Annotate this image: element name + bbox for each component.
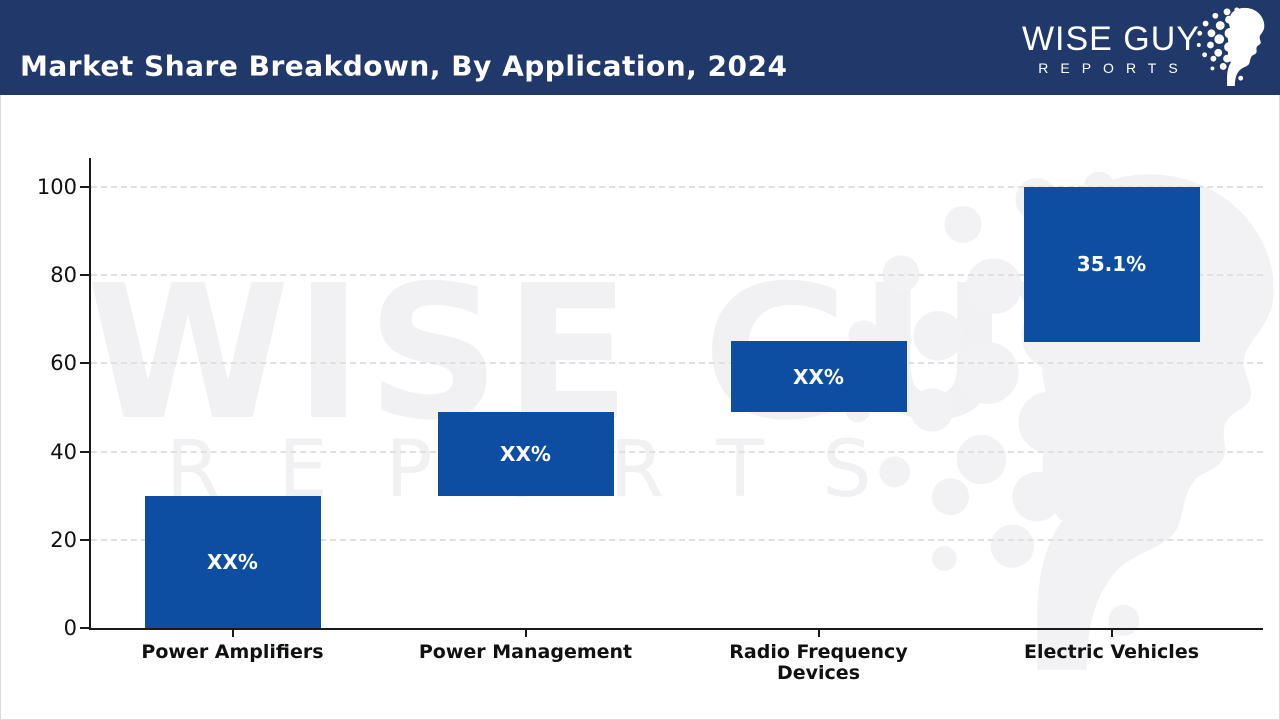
x-tick-mark-electric-vehicles bbox=[1110, 628, 1113, 637]
y-tick-label-40: 40 bbox=[50, 439, 77, 464]
page-title: Market Share Breakdown, By Application, … bbox=[20, 49, 788, 83]
x-label-power-amplifiers: Power Amplifiers bbox=[93, 642, 373, 663]
x-label-line: Devices bbox=[776, 662, 860, 684]
logo-text: WISE GUY REPORTS bbox=[1022, 21, 1200, 76]
header: Market Share Breakdown, By Application, … bbox=[0, 0, 1280, 95]
x-label-line: Power Amplifiers bbox=[141, 641, 324, 663]
y-tick-mark-20 bbox=[80, 538, 89, 541]
bar-power-management: XX% bbox=[437, 411, 614, 496]
x-tick-mark-power-management bbox=[524, 628, 527, 637]
chart-area: WISE GUY REPORTS bbox=[0, 95, 1280, 720]
x-label-power-management: Power Management bbox=[386, 642, 666, 663]
x-tick-mark-radio-frequency-devices bbox=[817, 628, 820, 637]
y-axis-line bbox=[89, 158, 91, 630]
gridline-80 bbox=[91, 274, 1263, 277]
y-tick-label-0: 0 bbox=[63, 616, 77, 640]
bar-radio-frequency-devices: XX% bbox=[730, 341, 907, 412]
gridline-100 bbox=[91, 186, 1263, 188]
bar-value-label-radio-frequency-devices: XX% bbox=[793, 364, 844, 389]
y-tick-mark-80 bbox=[80, 274, 89, 277]
bar-value-label-power-amplifiers: XX% bbox=[207, 549, 258, 574]
y-tick-mark-60 bbox=[80, 362, 89, 365]
bar-value-label-power-management: XX% bbox=[500, 441, 551, 466]
x-label-line: Electric Vehicles bbox=[1023, 641, 1200, 663]
y-tick-label-20: 20 bbox=[50, 527, 77, 552]
y-tick-mark-100 bbox=[80, 186, 89, 188]
gridline-40 bbox=[91, 450, 1263, 453]
wise-guy-logo: WISE GUY REPORTS bbox=[1022, 4, 1268, 86]
y-tick-mark-0 bbox=[80, 627, 89, 629]
logo-subtext: REPORTS bbox=[1038, 59, 1190, 76]
bar-power-amplifiers: XX% bbox=[144, 495, 321, 628]
bar-electric-vehicles: 35.1% bbox=[1023, 187, 1200, 342]
x-label-electric-vehicles: Electric Vehicles bbox=[972, 642, 1252, 663]
y-tick-label-80: 80 bbox=[50, 263, 77, 288]
x-label-radio-frequency-devices: Radio Frequency Devices bbox=[679, 642, 959, 684]
logo-head-icon bbox=[1196, 7, 1265, 86]
x-tick-mark-power-amplifiers bbox=[231, 628, 234, 637]
y-tick-label-60: 60 bbox=[50, 351, 77, 376]
x-axis-line bbox=[89, 628, 1263, 630]
gridline-60 bbox=[91, 362, 1263, 365]
y-tick-mark-40 bbox=[80, 450, 89, 453]
gridline-20 bbox=[91, 538, 1263, 541]
y-tick-label-100: 100 bbox=[36, 175, 77, 199]
x-label-line: Power Management bbox=[418, 641, 633, 663]
logo-wordmark: WISE GUY bbox=[1021, 19, 1200, 58]
x-label-line: Radio Frequency bbox=[729, 641, 908, 663]
bar-value-label-electric-vehicles: 35.1% bbox=[1076, 252, 1147, 277]
plot-region: 0 20 40 60 80 100 XX% Power Amplifiers XX% Power … bbox=[1, 95, 1279, 719]
